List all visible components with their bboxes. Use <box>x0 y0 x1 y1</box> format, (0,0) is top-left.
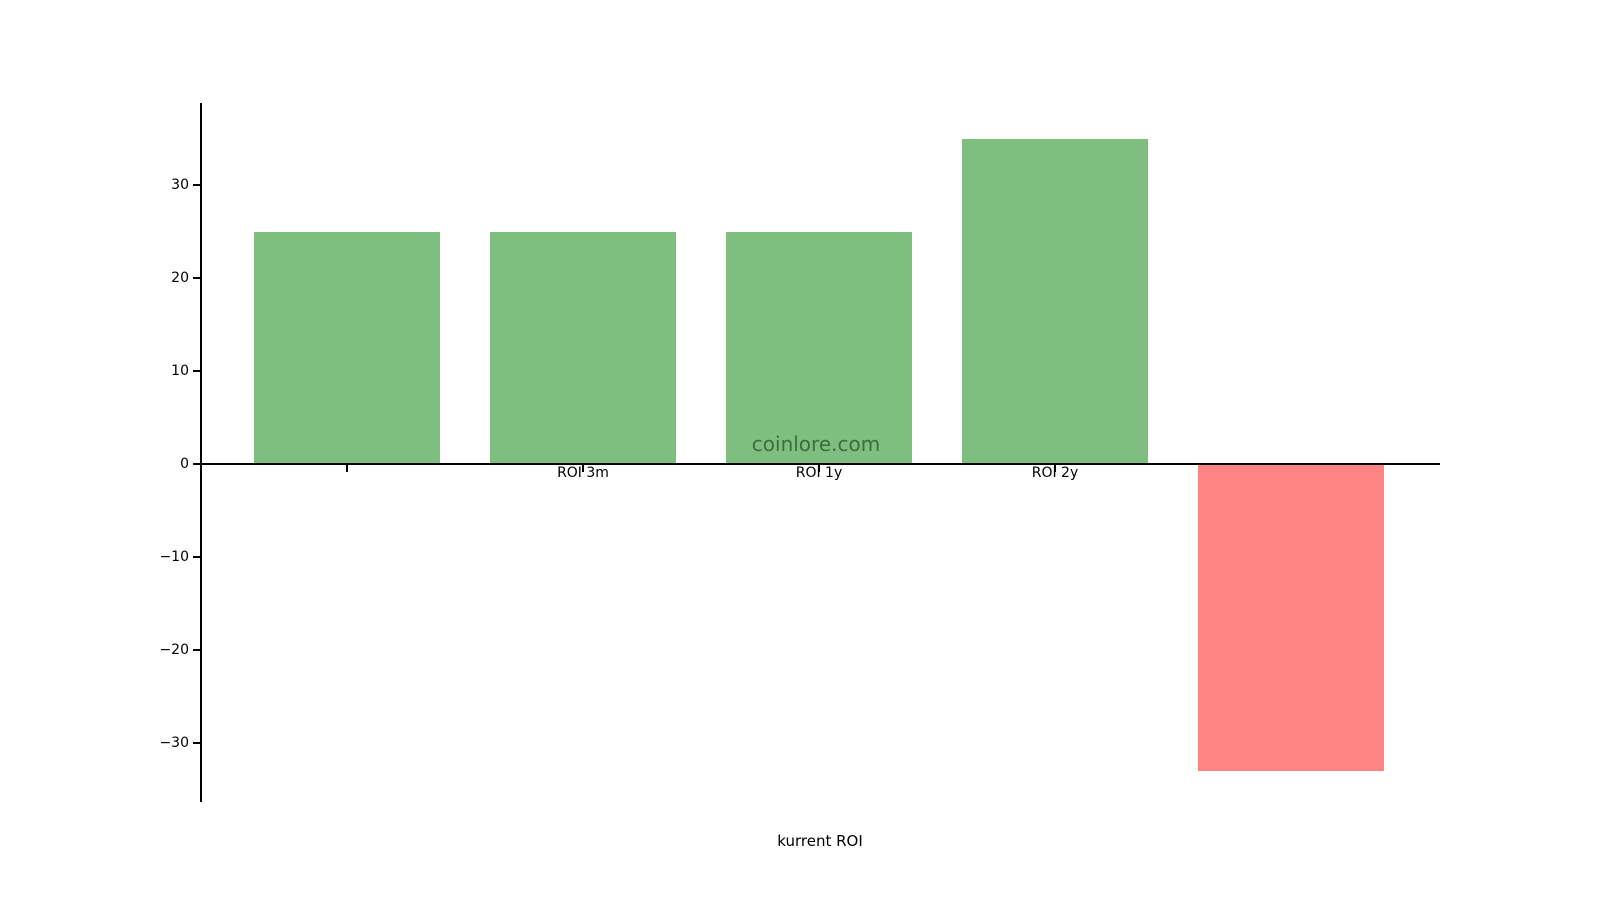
bar-roi-2y <box>962 138 1148 464</box>
y-axis-spine <box>200 103 202 802</box>
y-tick-mark-20 <box>193 277 201 279</box>
y-tick-mark-0 <box>193 463 201 465</box>
x-tick-mark-1 <box>346 463 348 472</box>
x-axis-title: kurrent ROI <box>777 832 863 850</box>
y-tick-mark--10 <box>193 556 201 558</box>
x-tick-mark-2 <box>582 463 584 472</box>
y-tick-mark--20 <box>193 649 201 651</box>
x-tick-label-roi-1y: ROI 1y <box>795 465 843 481</box>
y-tick-label--10: −10 <box>159 549 189 565</box>
x-tick-mark-4 <box>1054 463 1056 472</box>
y-tick-mark-30 <box>193 184 201 186</box>
bar-column-5 <box>1198 464 1384 771</box>
x-tick-label-roi-2y: ROI 2y <box>1031 465 1079 481</box>
x-axis-spine <box>200 463 1440 465</box>
bar-roi-1y <box>726 231 912 464</box>
y-tick-mark-10 <box>193 370 201 372</box>
x-tick-mark-3 <box>818 463 820 472</box>
y-tick-label--30: −30 <box>159 735 189 751</box>
watermark-text: coinlore.com <box>751 432 881 456</box>
bar-roi-3m <box>490 231 676 464</box>
y-tick-label-10: 10 <box>171 363 189 379</box>
y-tick-label-20: 20 <box>171 270 189 286</box>
y-tick-label--20: −20 <box>159 642 189 658</box>
y-tick-label-0: 0 <box>180 456 189 472</box>
y-tick-label-30: 30 <box>171 177 189 193</box>
x-tick-label-roi-3m: ROI 3m <box>557 465 609 481</box>
bar-column-1 <box>254 231 440 464</box>
y-tick-mark--30 <box>193 742 201 744</box>
